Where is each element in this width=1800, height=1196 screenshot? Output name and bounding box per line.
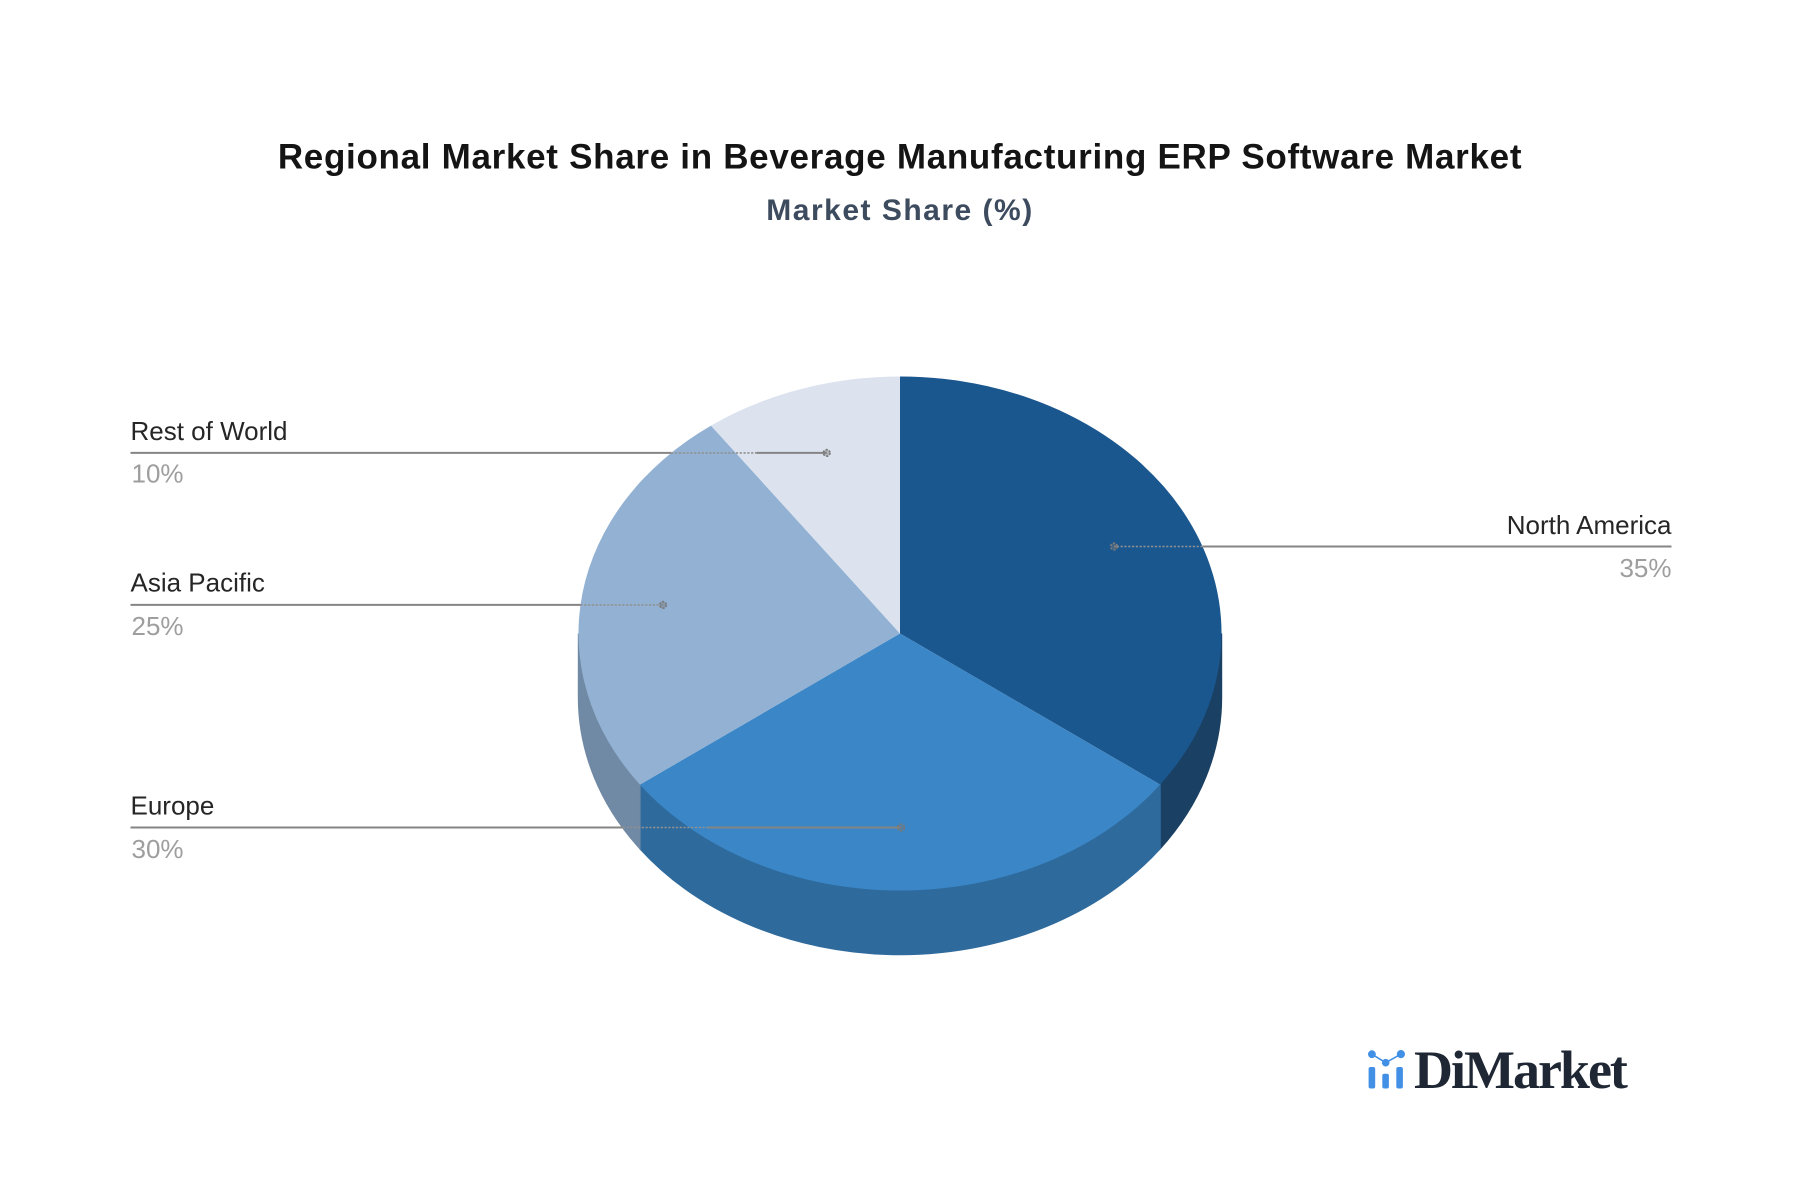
svg-text:North America: North America [1507, 510, 1672, 540]
svg-text:Market Share (%): Market Share (%) [766, 194, 1033, 227]
svg-text:35%: 35% [1619, 553, 1671, 583]
svg-text:Regional Market Share in Bever: Regional Market Share in Beverage Manufa… [278, 138, 1522, 177]
svg-text:30%: 30% [132, 834, 184, 864]
svg-text:Rest of World: Rest of World [131, 416, 288, 446]
svg-text:Europe: Europe [131, 791, 215, 821]
svg-text:25%: 25% [132, 611, 184, 641]
svg-text:DiMarket: DiMarket [1414, 1040, 1628, 1100]
svg-text:10%: 10% [132, 459, 184, 489]
svg-text:Asia Pacific: Asia Pacific [131, 568, 265, 598]
